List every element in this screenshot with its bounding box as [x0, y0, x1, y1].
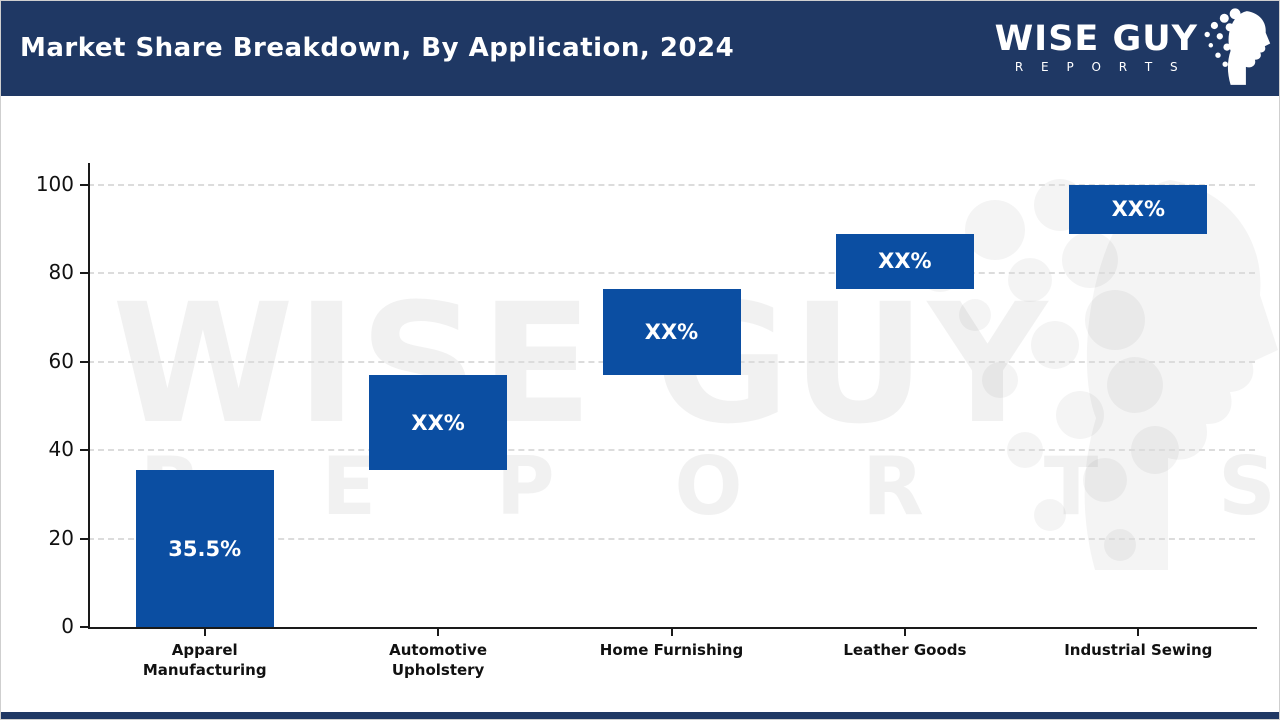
y-tick-label-20: 20	[48, 525, 74, 550]
watermark-subtitle: R E P O R T S	[140, 440, 1280, 533]
bar-value-label: XX%	[411, 410, 465, 435]
x-category-label-industrial-sewing: Industrial Sewing	[1064, 641, 1213, 659]
gridline-y-20	[88, 537, 1255, 540]
bar-home-furnishing: XX%	[602, 288, 741, 376]
face-profile-dots-icon	[1204, 8, 1271, 85]
bar-apparel-manufacturing: 35.5%	[135, 470, 274, 627]
x-category-label-home-furnishing: Home Furnishing	[599, 641, 744, 659]
x-tick-mark-automotive-upholstery	[437, 629, 440, 636]
header-bar: Market Share Breakdown, By Application, …	[0, 0, 1280, 96]
y-tick-label-40: 40	[48, 437, 74, 462]
x-tick-mark-leather-goods	[903, 629, 906, 636]
bar-leather-goods: XX%	[835, 233, 974, 289]
bar-value-label: XX%	[644, 319, 699, 344]
logo-subtitle: R E P O R T S	[1014, 60, 1185, 74]
bar-industrial-sewing: XX%	[1069, 185, 1208, 234]
y-axis	[88, 163, 90, 629]
bar-automotive-upholstery: XX%	[369, 375, 508, 471]
x-axis	[88, 627, 1257, 629]
y-tick-label-0: 0	[61, 614, 74, 638]
x-tick-mark-industrial-sewing	[1137, 629, 1140, 636]
bar-value-label: XX%	[1111, 197, 1166, 222]
bar-value-label: 35.5%	[168, 536, 242, 561]
x-category-label-automotive-upholstery: Automotive Upholstery	[389, 641, 488, 679]
wise-guy-logo: WISE GUY R E P O R T S	[995, 0, 1272, 96]
bar-value-label: XX%	[878, 249, 932, 274]
y-tick-mark-0	[80, 626, 88, 628]
y-tick-label-60: 60	[48, 348, 74, 373]
x-tick-mark-home-furnishing	[670, 629, 673, 636]
page-title: Market Share Breakdown, By Application, …	[20, 33, 735, 63]
y-tick-mark-20	[80, 537, 88, 540]
y-tick-mark-100	[80, 184, 88, 186]
gridline-y-80	[88, 272, 1255, 275]
logo-wordmark: WISE GUY	[994, 19, 1198, 59]
watermark-wordmark: WISE GUY	[112, 268, 1050, 460]
y-tick-mark-60	[80, 360, 88, 363]
gridline-y-100	[88, 184, 1255, 186]
y-tick-label-100: 100	[35, 172, 74, 196]
y-tick-mark-40	[80, 449, 88, 452]
footer-bar	[0, 712, 1280, 720]
x-category-label-apparel-manufacturing: Apparel Manufacturing	[142, 641, 267, 679]
x-tick-mark-apparel-manufacturing	[203, 629, 206, 636]
y-tick-label-80: 80	[48, 260, 74, 285]
logo-text: WISE GUY R E P O R T S	[995, 21, 1198, 75]
y-tick-mark-80	[80, 272, 88, 275]
x-category-label-leather-goods: Leather Goods	[843, 641, 967, 659]
gridline-y-40	[88, 449, 1255, 452]
